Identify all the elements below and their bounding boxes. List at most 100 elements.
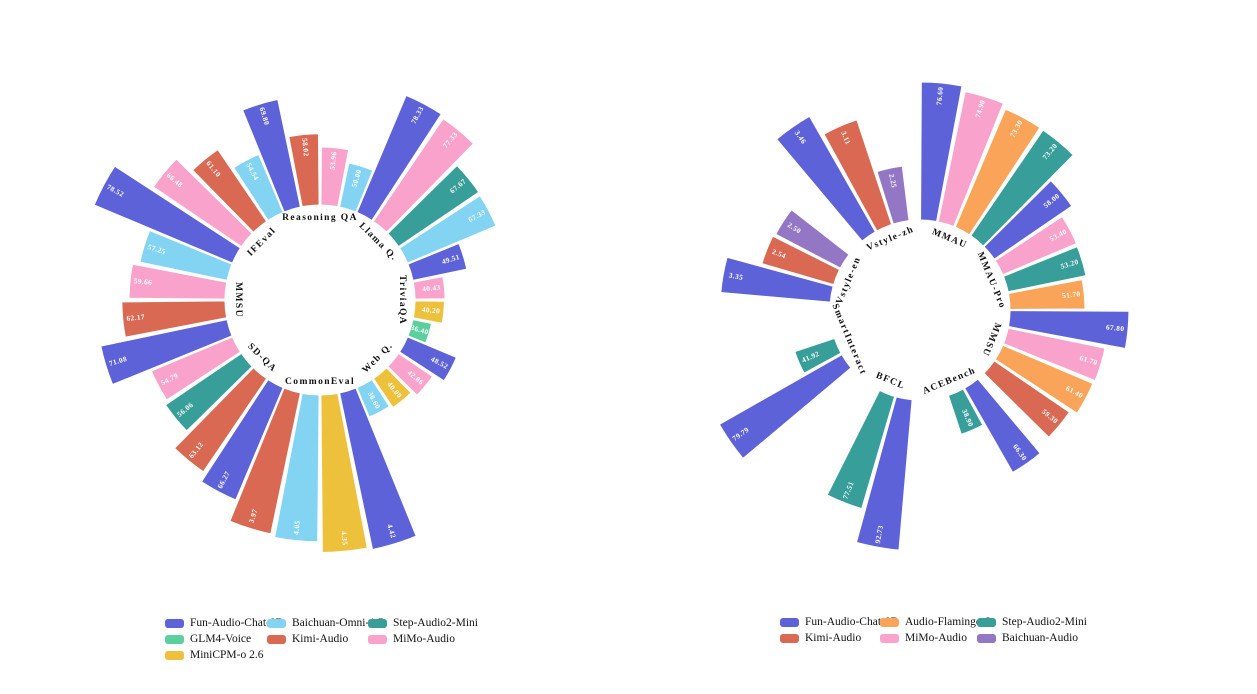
legend-swatch — [880, 617, 899, 627]
bar-value-label: 53.96 — [328, 151, 339, 170]
sector-bar — [919, 81, 963, 223]
legend-swatch — [165, 618, 184, 628]
legend-swatch — [165, 650, 184, 660]
legend-item: Step-Audio2-Mini — [368, 616, 478, 630]
sector-bar — [876, 165, 910, 225]
sector-bar — [232, 153, 284, 222]
legend-label: Kimi-Audio — [292, 633, 349, 645]
sector-bar — [823, 119, 893, 232]
legend-item: MiMo-Audio — [368, 632, 478, 646]
legend-swatch — [977, 617, 996, 627]
sector-bar — [994, 344, 1094, 415]
legend-label: Step-Audio2-Mini — [1002, 616, 1087, 628]
legend-swatch — [780, 617, 799, 627]
sector-bar — [1007, 278, 1086, 311]
sector-bar — [121, 300, 228, 338]
sector-bar — [320, 146, 350, 208]
category-label: CommonEval — [285, 377, 355, 387]
sector-bar — [718, 353, 852, 460]
sector-bar — [983, 179, 1073, 260]
category-label: Web Q. — [361, 341, 396, 376]
sector-bar — [356, 378, 391, 418]
sector-bar — [826, 389, 896, 510]
category-label: BFCL — [874, 371, 906, 392]
right-rose-chart: 76.6074.9073.3073.20MMAU58.0053.4053.205… — [718, 81, 1130, 551]
sector-bar — [241, 98, 302, 213]
sector-bar — [398, 194, 497, 264]
legend-item: MiniCPM-o 2.6 — [165, 648, 267, 662]
sector-bar — [970, 129, 1075, 247]
legend-item: Step-Audio2-Mini — [977, 615, 1087, 629]
sector-bar — [93, 165, 242, 264]
sector-bar — [774, 208, 850, 269]
sector-bar — [273, 392, 320, 543]
sector-bar — [398, 336, 458, 382]
bar-value-label: 40.43 — [422, 283, 441, 294]
bar-value-label: 76.60 — [934, 86, 945, 105]
legend-label: MiMo-Audio — [905, 632, 967, 644]
bar-value-label: 3.97 — [247, 508, 260, 524]
legend-item: Kimi-Audio — [267, 632, 368, 646]
legend-swatch — [368, 618, 387, 628]
sector-bar — [288, 133, 320, 208]
legend-label: Audio-Flamingo-3 — [905, 616, 992, 628]
legend-item: Baichuan-Audio — [977, 631, 1087, 645]
category-label: IFEval — [246, 226, 279, 259]
category-label: SD-QA — [245, 342, 278, 375]
sector-bar — [200, 378, 284, 501]
sector-bar — [720, 256, 834, 303]
sector-bar — [372, 367, 412, 409]
sector-bar — [954, 108, 1041, 236]
legend-label: GLM4-Voice — [190, 633, 252, 645]
sector-bar — [320, 392, 369, 554]
sector-bar — [1007, 309, 1130, 350]
sector-bar — [407, 242, 468, 282]
sector-bar — [1002, 327, 1106, 382]
legend-item: Baichuan-Omni-1.5 — [267, 616, 384, 630]
legend-item: GLM4-Voice — [165, 632, 267, 646]
bar-value-label: 2.25 — [887, 173, 899, 189]
sector-bar — [775, 115, 877, 242]
legend-swatch — [880, 633, 899, 643]
sector-bar — [761, 235, 841, 286]
legend-item: MiMo-Audio — [880, 631, 977, 645]
bar-value-label: 59.66 — [133, 276, 152, 287]
legend-label: Fun-Audio-Chat-8B — [190, 617, 284, 629]
legend-swatch — [780, 633, 799, 643]
sector-bar — [356, 94, 443, 222]
category-label: TriviaQA — [397, 275, 407, 325]
sector-bar — [983, 360, 1071, 439]
sector-bar — [150, 336, 242, 401]
category-label: Llama Q. — [357, 221, 399, 263]
legend-item: Kimi-Audio — [780, 631, 880, 645]
bar-value-label: 40.20 — [421, 305, 440, 316]
sector-bar — [937, 90, 1005, 228]
sector-bar — [128, 263, 228, 300]
legend-item: Fun-Audio-Chat-8B — [780, 615, 898, 629]
legend-swatch — [165, 634, 184, 644]
bar-value-label: 4.35 — [339, 531, 349, 546]
bar-value-label: 51.70 — [1062, 289, 1081, 300]
bar-value-label: 4.42 — [385, 523, 398, 539]
bar-value-label: 92.73 — [873, 524, 885, 544]
legend-swatch — [368, 634, 387, 644]
bar-value-label: 4.05 — [291, 520, 301, 535]
sector-bar — [191, 148, 268, 233]
sector-bar — [855, 396, 913, 551]
legend-label: MiMo-Audio — [393, 633, 455, 645]
sector-bar — [963, 378, 1041, 474]
sector-bar — [100, 318, 233, 386]
category-label: Reasoning QA — [282, 213, 358, 223]
legend-swatch — [267, 634, 286, 644]
sector-bar — [412, 275, 446, 300]
bar-value-label: 62.17 — [126, 312, 145, 323]
legend-label: Kimi-Audio — [805, 632, 862, 644]
sector-bar — [387, 352, 434, 397]
legend-swatch — [977, 633, 996, 643]
legend-item: Audio-Flamingo-3 — [880, 615, 991, 629]
sector-bar — [338, 162, 374, 213]
legend-label: Baichuan-Audio — [1002, 632, 1079, 644]
left-legend: Fun-Audio-Chat-8B Baichuan-Omni-1.5 Step-A… — [165, 616, 478, 662]
sector-bar — [947, 388, 984, 436]
